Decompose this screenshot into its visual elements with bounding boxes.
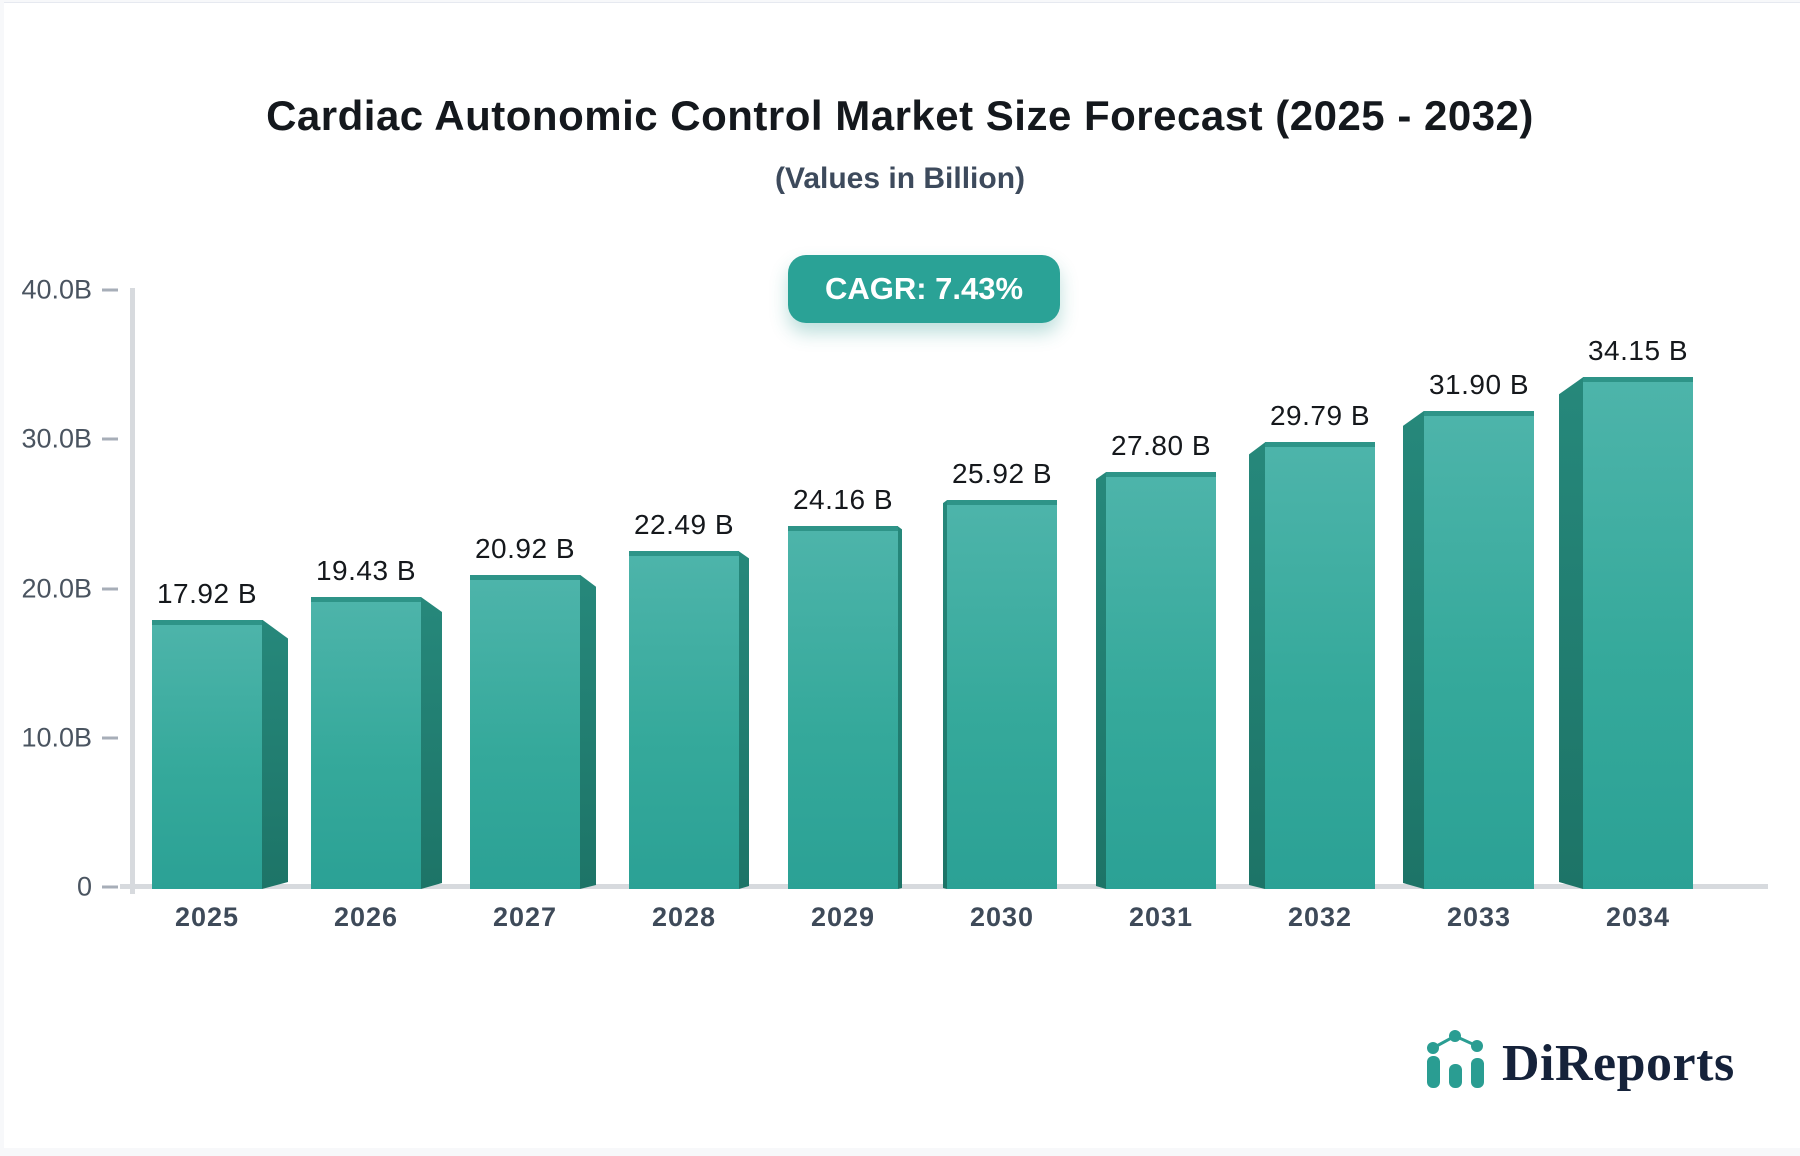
bar-value-label: 25.92 B [951,458,1053,490]
y-axis-label: 40.0B [21,274,92,305]
bar-value-label: 17.92 B [156,577,258,609]
bar-face [470,574,580,889]
y-axis-line [130,288,135,894]
bar-face [629,551,739,889]
y-axis-label: 0 [76,871,92,902]
cagr-badge: CAGR: 7.43% [788,255,1060,323]
bar-face [1583,377,1693,889]
x-axis-label: 2032 [1287,902,1353,932]
x-axis-label: 2034 [1605,902,1671,932]
cagr-badge-label: CAGR: 7.43% [824,271,1024,306]
y-axis-label: 10.0B [21,722,92,753]
y-axis-tick [102,885,118,889]
bar-face [788,526,898,889]
page-title: Cardiac Autonomic Control Market Size Fo… [266,92,1534,139]
x-axis-label: 2030 [969,902,1035,932]
logo-text: DiReports [1502,1035,1735,1092]
bar-value-label: 29.79 B [1269,400,1371,432]
x-axis-label: 2027 [492,902,558,932]
bar-value-label: 24.16 B [792,484,894,516]
bar-face [152,619,262,889]
y-axis-tick [102,288,118,292]
x-axis-label: 2031 [1128,902,1194,932]
bar-value-label: 22.49 B [633,509,735,541]
bar-side [1559,377,1583,889]
y-axis-tick [102,437,118,441]
bar-value-label: 34.15 B [1587,335,1689,367]
brand-logo: DiReports [1424,1028,1735,1090]
bar-side [739,551,749,889]
bar-face [1265,442,1375,889]
x-axis-label: 2029 [810,902,876,932]
bar-side [580,575,596,889]
y-axis-label: 30.0B [21,423,92,454]
bar-side [1249,442,1265,889]
bar-value-label: 19.43 B [315,555,417,586]
bar-side [943,500,947,889]
bar-face [1424,410,1534,889]
x-axis-label: 2028 [651,902,717,932]
logo-chart-icon [1427,1030,1484,1088]
bar-face [1106,472,1216,889]
x-axis-label: 2025 [174,902,240,932]
bar-side [898,526,902,889]
y-axis-label: 20.0B [21,573,92,603]
bar-side [262,620,288,889]
y-axis-tick [102,587,118,590]
bar-face [311,597,421,889]
x-axis-label: 2033 [1446,902,1512,932]
y-axis-tick [102,736,118,740]
x-axis-label: 2026 [333,902,399,932]
bar-value-label: 31.90 B [1428,368,1530,400]
bar-face [947,500,1057,889]
bar-value-label: 20.92 B [474,532,576,564]
bar-side [421,597,442,889]
bar-side [1403,411,1424,889]
page-subtitle: (Values in Billion) [774,162,1026,195]
bar-value-label: 27.80 B [1110,430,1212,462]
bar-side [1096,472,1106,889]
